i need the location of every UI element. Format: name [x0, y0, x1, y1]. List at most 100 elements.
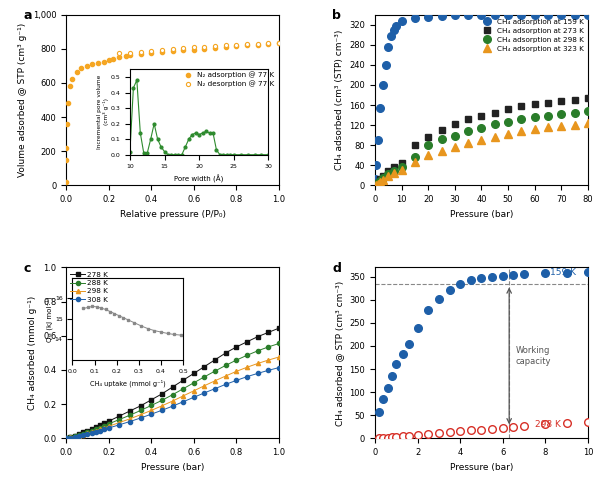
288 K: [212, 368, 219, 374]
N₂ adsorption @ 77 K: [275, 40, 283, 46]
CH₄ adsorption at 159 K: [478, 12, 485, 18]
CH₄ adsorption at 323 K: [390, 170, 397, 176]
N₂ adsorption @ 77 K: [62, 179, 70, 185]
N₂ desorption @ 77 K: [275, 40, 283, 46]
288 K: [88, 428, 95, 434]
308 K: [212, 386, 219, 392]
298 K: [212, 378, 219, 384]
N₂ adsorption @ 77 K: [169, 48, 176, 54]
CH₄ adsorption at 159 K: [571, 12, 578, 18]
308 K: [265, 367, 272, 373]
288 K: [233, 357, 240, 363]
N₂ adsorption @ 77 K: [116, 55, 123, 60]
CH₄ adsorption at 159 K: [379, 82, 386, 88]
CH₄ adsorption at 323 K: [374, 181, 381, 187]
CH₄ adsorption at 323 K: [398, 167, 405, 173]
298 K: [169, 398, 176, 404]
308 K: [88, 430, 95, 436]
Text: d: d: [332, 262, 341, 275]
308 K: [233, 377, 240, 383]
CH₄ adsorption at 298 K: [398, 165, 405, 170]
CH₄ adsorption at 298 K: [425, 142, 432, 148]
N₂ adsorption @ 77 K: [179, 48, 187, 54]
278 K: [79, 430, 86, 435]
288 K: [84, 430, 91, 435]
CH₄ adsorption at 273 K: [379, 173, 386, 179]
X-axis label: Pressure (bar): Pressure (bar): [141, 463, 204, 471]
CH₄ adsorption at 298 K: [379, 175, 386, 181]
288 K: [62, 435, 70, 441]
N₂ desorption @ 77 K: [158, 47, 166, 53]
N₂ adsorption @ 77 K: [127, 52, 134, 58]
CH₄ adsorption at 159 K: [392, 23, 400, 29]
288 K: [158, 397, 166, 403]
308 K: [179, 399, 187, 405]
288 K: [105, 421, 112, 427]
CH₄ adsorption at 273 K: [518, 103, 525, 109]
278 K: [265, 330, 272, 336]
278 K: [233, 344, 240, 350]
CH₄ adsorption at 159 K: [425, 14, 432, 19]
308 K: [137, 415, 144, 421]
298 K: [137, 412, 144, 418]
298 K: [179, 393, 187, 399]
N₂ adsorption @ 77 K: [101, 58, 108, 64]
N₂ desorption @ 77 K: [265, 40, 272, 46]
298 K: [127, 416, 134, 422]
Line: N₂ desorption @ 77 K: N₂ desorption @ 77 K: [117, 41, 281, 56]
N₂ desorption @ 77 K: [127, 50, 134, 56]
Text: 298 K: 298 K: [535, 420, 560, 429]
298 K: [265, 357, 272, 363]
CH₄ adsorption at 273 K: [438, 127, 445, 133]
278 K: [179, 377, 187, 383]
CH₄ adsorption at 298 K: [390, 169, 397, 174]
CH₄ adsorption at 273 K: [374, 180, 381, 186]
288 K: [71, 433, 78, 439]
308 K: [116, 422, 123, 428]
N₂ adsorption @ 77 K: [158, 49, 166, 55]
CH₄ adsorption at 159 K: [411, 15, 418, 21]
CH₄ adsorption at 298 K: [505, 119, 512, 125]
CH₄ adsorption at 159 K: [390, 27, 397, 33]
CH₄ adsorption at 159 K: [371, 180, 379, 186]
CH₄ adsorption at 298 K: [531, 114, 538, 120]
N₂ adsorption @ 77 K: [94, 60, 101, 66]
278 K: [212, 357, 219, 363]
Y-axis label: CH₄ adsorbed @ STP (cm³ cm⁻³): CH₄ adsorbed @ STP (cm³ cm⁻³): [335, 280, 344, 426]
CH₄ adsorption at 273 K: [390, 165, 397, 170]
278 K: [67, 434, 74, 440]
298 K: [71, 433, 78, 439]
CH₄ adsorption at 273 K: [398, 160, 405, 166]
CH₄ adsorption at 323 K: [531, 126, 538, 131]
N₂ adsorption @ 77 K: [109, 56, 116, 62]
298 K: [222, 373, 229, 379]
278 K: [254, 334, 262, 339]
308 K: [71, 434, 78, 440]
CH₄ adsorption at 159 K: [372, 176, 379, 182]
278 K: [101, 420, 108, 426]
N₂ desorption @ 77 K: [254, 41, 262, 47]
N₂ desorption @ 77 K: [116, 51, 123, 56]
CH₄ adsorption at 298 K: [571, 110, 578, 116]
288 K: [137, 408, 144, 413]
CH₄ adsorption at 323 K: [544, 124, 551, 130]
CH₄ adsorption at 159 K: [385, 44, 392, 50]
298 K: [97, 427, 104, 432]
278 K: [105, 418, 112, 424]
CH₄ adsorption at 159 K: [531, 12, 538, 18]
278 K: [201, 364, 208, 370]
278 K: [84, 428, 91, 434]
N₂ adsorption @ 77 K: [105, 57, 112, 63]
CH₄ adsorption at 273 K: [558, 98, 565, 104]
N₂ adsorption @ 77 K: [233, 43, 240, 49]
CH₄ adsorption at 323 K: [385, 173, 392, 179]
N₂ adsorption @ 77 K: [190, 47, 197, 53]
CH₄ adsorption at 159 K: [388, 33, 395, 39]
N₂ desorption @ 77 K: [148, 48, 155, 54]
CH₄ adsorption at 323 K: [491, 134, 499, 140]
298 K: [233, 368, 240, 374]
278 K: [75, 431, 82, 437]
N₂ adsorption @ 77 K: [222, 44, 229, 50]
CH₄ adsorption at 273 K: [544, 100, 551, 106]
CH₄ adsorption at 298 K: [518, 116, 525, 122]
